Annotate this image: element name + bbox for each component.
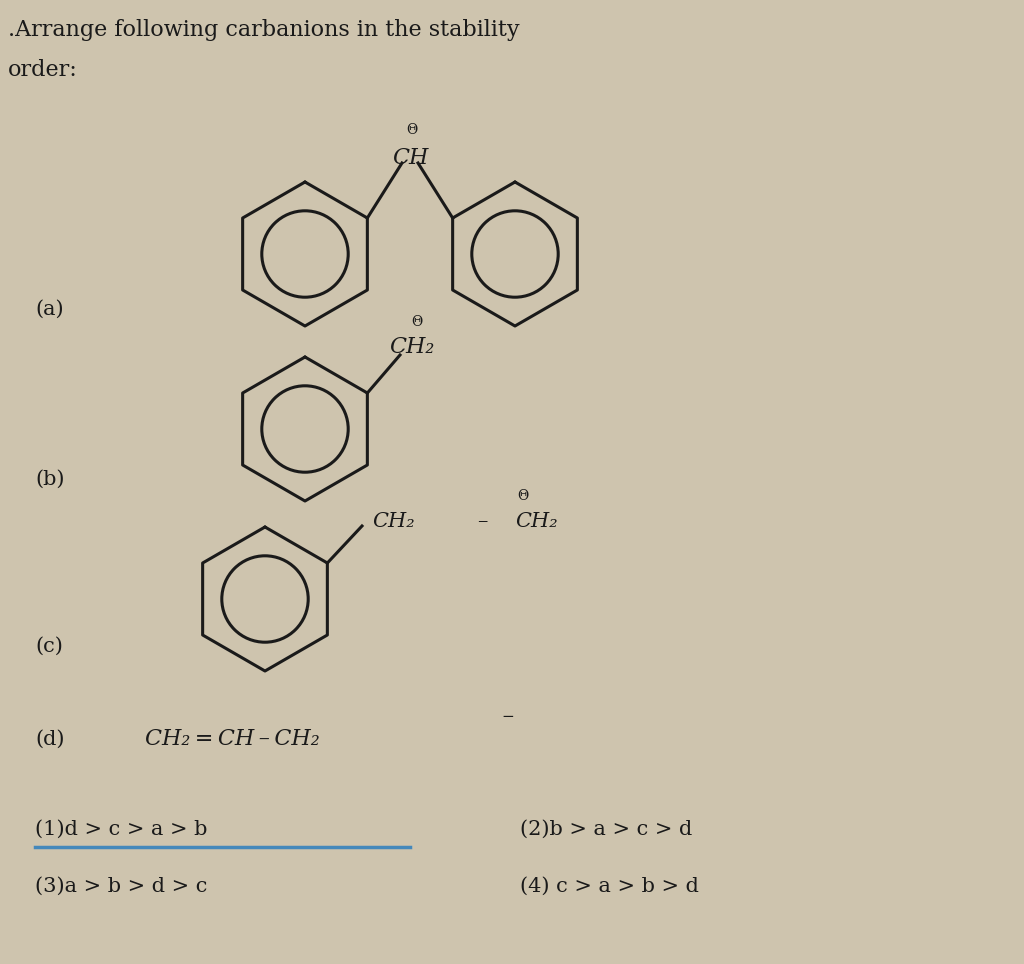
Text: (2)b > a > c > d: (2)b > a > c > d: [520, 819, 692, 839]
Text: −: −: [502, 710, 514, 724]
Text: (b): (b): [35, 469, 65, 489]
Text: order:: order:: [8, 59, 78, 81]
Text: Θ: Θ: [517, 489, 528, 503]
Text: (d): (d): [35, 730, 65, 748]
Text: Θ: Θ: [407, 123, 418, 137]
Text: .Arrange following carbanions in the stability: .Arrange following carbanions in the sta…: [8, 19, 519, 41]
Text: (c): (c): [35, 636, 62, 656]
Text: (a): (a): [35, 300, 63, 318]
Text: Θ: Θ: [412, 315, 423, 329]
Text: CH₂: CH₂: [515, 512, 558, 530]
Text: CH: CH: [392, 147, 428, 169]
Text: CH₂: CH₂: [372, 512, 415, 530]
Text: (4) c > a > b > d: (4) c > a > b > d: [520, 876, 698, 896]
Text: CH₂ = CH – CH₂: CH₂ = CH – CH₂: [145, 728, 319, 750]
Text: (1)d > c > a > b: (1)d > c > a > b: [35, 819, 208, 839]
Text: (3)a > b > d > c: (3)a > b > d > c: [35, 876, 208, 896]
Text: CH₂: CH₂: [389, 336, 434, 358]
Text: –: –: [477, 512, 487, 530]
